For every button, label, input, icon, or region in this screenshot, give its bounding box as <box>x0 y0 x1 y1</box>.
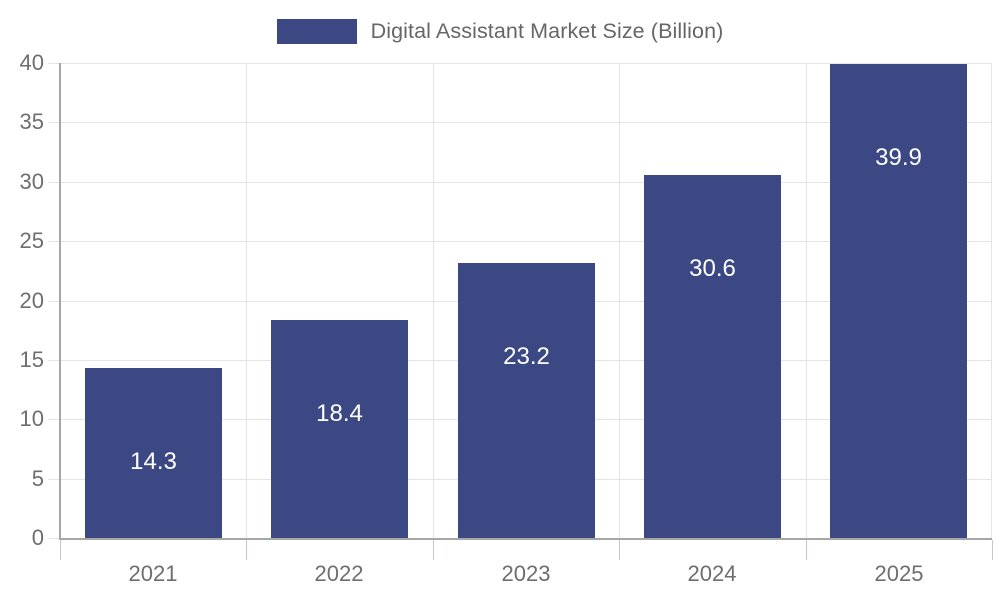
gridline-vertical <box>991 63 992 538</box>
gridline-vertical <box>246 63 247 538</box>
y-axis-tick <box>48 419 59 421</box>
plot-area: 14.3 18.4 23.2 30.6 39.9 <box>60 63 992 539</box>
y-axis-tick-label: 10 <box>19 406 44 432</box>
x-axis-tick <box>992 540 993 560</box>
x-axis-tick-label: 2022 <box>314 561 364 586</box>
gridline-vertical <box>806 63 807 538</box>
y-axis-tick <box>48 181 59 183</box>
x-axis-line <box>60 538 992 540</box>
y-axis-tick-label: 15 <box>19 346 44 372</box>
bar-value-label: 23.2 <box>503 342 550 370</box>
gridline-horizontal <box>60 181 992 183</box>
y-axis-tick <box>48 478 59 480</box>
bar[interactable]: 18.4 <box>271 319 408 538</box>
x-axis-tick-label: 2023 <box>501 561 551 586</box>
bar[interactable]: 23.2 <box>458 262 595 538</box>
legend-label[interactable]: Digital Assistant Market Size (Billion) <box>370 18 724 43</box>
y-axis-tick <box>48 538 59 539</box>
y-axis-tick-label: 5 <box>31 465 44 491</box>
y-axis-tick-label: 35 <box>19 109 44 135</box>
gridline-horizontal <box>60 241 992 243</box>
y-axis-tick <box>48 359 59 361</box>
bar-value-label: 30.6 <box>689 254 736 282</box>
y-axis-tick-label: 25 <box>19 228 44 254</box>
legend-color-swatch[interactable] <box>276 18 357 44</box>
y-axis-tick-label: 30 <box>19 168 44 194</box>
bar[interactable]: 30.6 <box>644 174 781 538</box>
bar-value-label: 39.9 <box>875 144 922 172</box>
bar[interactable]: 14.3 <box>85 368 222 538</box>
x-axis-tick <box>806 540 807 560</box>
gridline-vertical <box>433 63 434 538</box>
x-axis-tick <box>246 540 247 560</box>
bar-value-label: 18.4 <box>316 399 363 427</box>
x-axis-tick <box>60 540 61 560</box>
y-axis-tick <box>48 241 59 243</box>
y-axis-line <box>59 63 61 540</box>
gridline-vertical <box>619 63 620 538</box>
bar[interactable]: 39.9 <box>830 64 967 538</box>
x-axis-tick-label: 2021 <box>128 561 178 586</box>
x-axis-tick-label: 2024 <box>687 561 737 586</box>
y-axis-tick <box>48 300 59 302</box>
x-axis-tick <box>619 540 620 560</box>
x-axis-tick-label: 2025 <box>874 561 924 586</box>
y-axis-tick-label: 40 <box>19 50 44 75</box>
x-axis-tick <box>433 540 434 560</box>
bar-value-label: 14.3 <box>130 448 177 476</box>
y-axis-tick <box>48 122 59 124</box>
y-axis-tick-label: 20 <box>19 287 44 313</box>
y-axis-tick-labels: 0 5 10 15 20 25 30 35 40 <box>0 0 44 600</box>
y-axis-tick-label: 0 <box>31 525 44 550</box>
chart-legend: Digital Assistant Market Size (Billion) <box>0 10 1000 52</box>
gridline-horizontal <box>60 122 992 124</box>
y-axis-tick <box>48 63 59 64</box>
gridline-horizontal <box>60 63 992 64</box>
